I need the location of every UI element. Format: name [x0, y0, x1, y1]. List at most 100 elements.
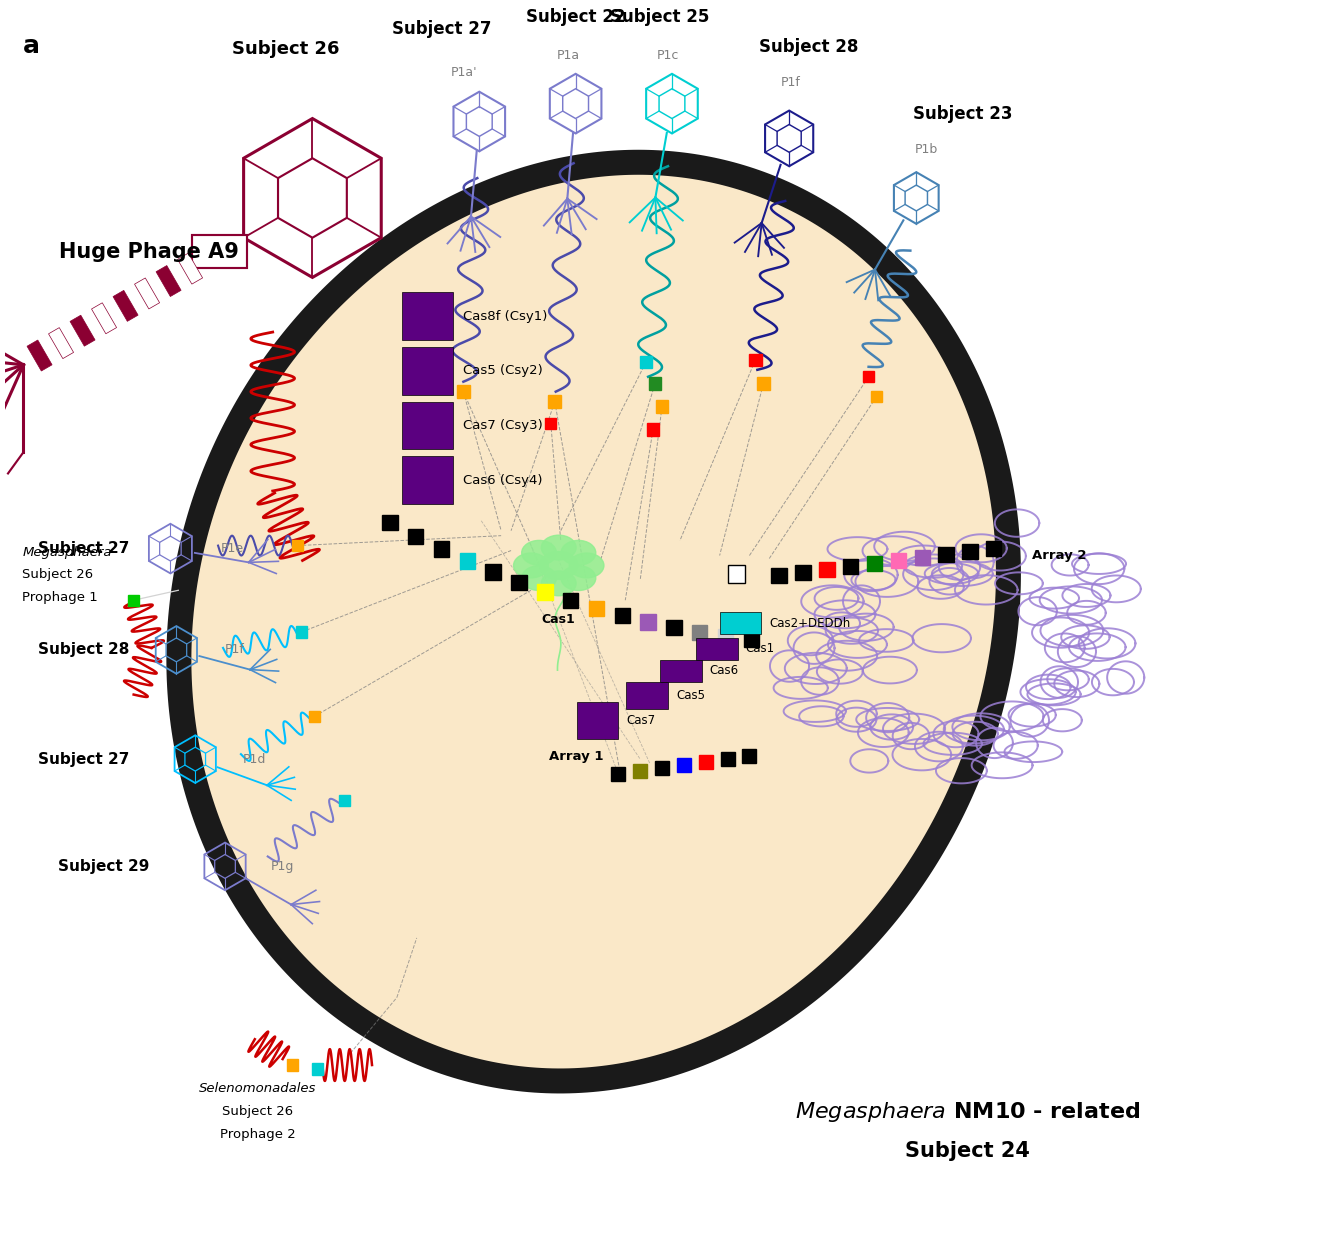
Ellipse shape — [541, 535, 577, 560]
Polygon shape — [938, 547, 954, 562]
Bar — [577, 702, 618, 739]
Polygon shape — [563, 593, 578, 608]
Polygon shape — [589, 601, 605, 616]
Text: P1a': P1a' — [452, 66, 478, 78]
PathPatch shape — [178, 162, 1008, 1081]
Ellipse shape — [561, 540, 595, 565]
Polygon shape — [48, 327, 73, 358]
Text: Cas7: Cas7 — [626, 714, 655, 726]
Text: Cas7 (Csy3): Cas7 (Csy3) — [464, 419, 543, 432]
Polygon shape — [693, 624, 707, 641]
Text: Subject 27: Subject 27 — [39, 541, 129, 556]
Polygon shape — [655, 401, 669, 413]
Text: Subject 28: Subject 28 — [759, 39, 859, 56]
Ellipse shape — [541, 571, 577, 596]
Polygon shape — [408, 529, 424, 544]
Polygon shape — [639, 356, 653, 368]
Polygon shape — [537, 585, 553, 600]
Text: P1g: P1g — [270, 860, 294, 873]
Polygon shape — [113, 290, 139, 321]
Polygon shape — [986, 541, 1002, 556]
Polygon shape — [721, 753, 735, 766]
Text: Subject 26: Subject 26 — [23, 569, 93, 581]
Polygon shape — [338, 795, 350, 806]
Ellipse shape — [522, 566, 557, 591]
Text: Prophage 1: Prophage 1 — [23, 591, 99, 605]
Text: P1f: P1f — [781, 76, 801, 88]
Polygon shape — [743, 632, 759, 647]
Text: Subject 27: Subject 27 — [39, 751, 129, 766]
Text: Huge Phage A9: Huge Phage A9 — [59, 241, 238, 261]
Text: Cas5 (Csy2): Cas5 (Csy2) — [464, 364, 543, 377]
Text: Selenomonadales: Selenomonadales — [198, 1082, 317, 1095]
Polygon shape — [92, 302, 117, 333]
Bar — [727, 566, 746, 583]
Polygon shape — [156, 265, 181, 296]
Text: P1e: P1e — [221, 542, 244, 555]
Text: a: a — [23, 34, 40, 58]
Text: Cas8f (Csy1): Cas8f (Csy1) — [464, 310, 547, 322]
Text: P1c: P1c — [657, 49, 679, 62]
Text: Cas1: Cas1 — [542, 613, 575, 626]
Text: Cas5: Cas5 — [675, 689, 705, 702]
Polygon shape — [177, 253, 202, 284]
Polygon shape — [614, 608, 630, 623]
Polygon shape — [485, 565, 501, 580]
FancyBboxPatch shape — [192, 235, 248, 269]
Polygon shape — [718, 628, 734, 644]
Ellipse shape — [539, 551, 578, 580]
Ellipse shape — [514, 554, 549, 578]
Polygon shape — [460, 554, 476, 569]
Polygon shape — [742, 749, 757, 763]
Bar — [402, 347, 453, 394]
Text: P1a: P1a — [557, 49, 581, 62]
Polygon shape — [457, 386, 470, 398]
Polygon shape — [677, 758, 691, 773]
Text: P1b: P1b — [915, 143, 938, 157]
Polygon shape — [749, 353, 762, 366]
Polygon shape — [128, 595, 140, 606]
Polygon shape — [611, 768, 625, 781]
Bar — [402, 457, 453, 504]
Polygon shape — [666, 620, 682, 636]
Text: P1f: P1f — [225, 643, 245, 657]
Text: Subject 26: Subject 26 — [232, 40, 340, 58]
Text: Subject 26: Subject 26 — [222, 1105, 293, 1117]
Text: $\it{Megasphaera}$ NM10 - related: $\it{Megasphaera}$ NM10 - related — [795, 1100, 1140, 1123]
Polygon shape — [891, 552, 906, 569]
Polygon shape — [649, 377, 662, 391]
Text: Subject 22: Subject 22 — [526, 9, 625, 26]
Polygon shape — [699, 755, 713, 769]
Polygon shape — [286, 1060, 298, 1071]
Text: P1d: P1d — [242, 753, 266, 765]
Text: Subject 28: Subject 28 — [39, 642, 129, 657]
Text: Megasphaera: Megasphaera — [23, 546, 112, 559]
Bar — [719, 612, 762, 634]
Text: Subject 24: Subject 24 — [906, 1142, 1031, 1162]
Ellipse shape — [522, 540, 557, 565]
Polygon shape — [434, 541, 449, 557]
Polygon shape — [655, 761, 669, 775]
Bar — [695, 638, 738, 659]
Text: Array 1: Array 1 — [549, 750, 603, 763]
Polygon shape — [795, 565, 811, 580]
Polygon shape — [819, 562, 835, 577]
Polygon shape — [757, 377, 770, 391]
Polygon shape — [545, 418, 557, 429]
Polygon shape — [871, 391, 882, 402]
Text: Cas1: Cas1 — [746, 642, 775, 656]
Text: Subject 23: Subject 23 — [914, 104, 1012, 122]
Text: Cas6 (Csy4): Cas6 (Csy4) — [464, 474, 543, 486]
Text: Array 2: Array 2 — [1032, 549, 1087, 562]
Polygon shape — [633, 764, 647, 778]
Polygon shape — [312, 1064, 322, 1075]
Polygon shape — [309, 710, 320, 722]
Text: Prophage 2: Prophage 2 — [220, 1127, 296, 1141]
Polygon shape — [962, 544, 978, 560]
Text: Subject 25: Subject 25 — [610, 9, 710, 26]
Polygon shape — [915, 550, 930, 565]
Polygon shape — [296, 627, 308, 638]
Polygon shape — [135, 277, 160, 309]
Polygon shape — [27, 340, 52, 371]
Bar — [402, 292, 453, 340]
